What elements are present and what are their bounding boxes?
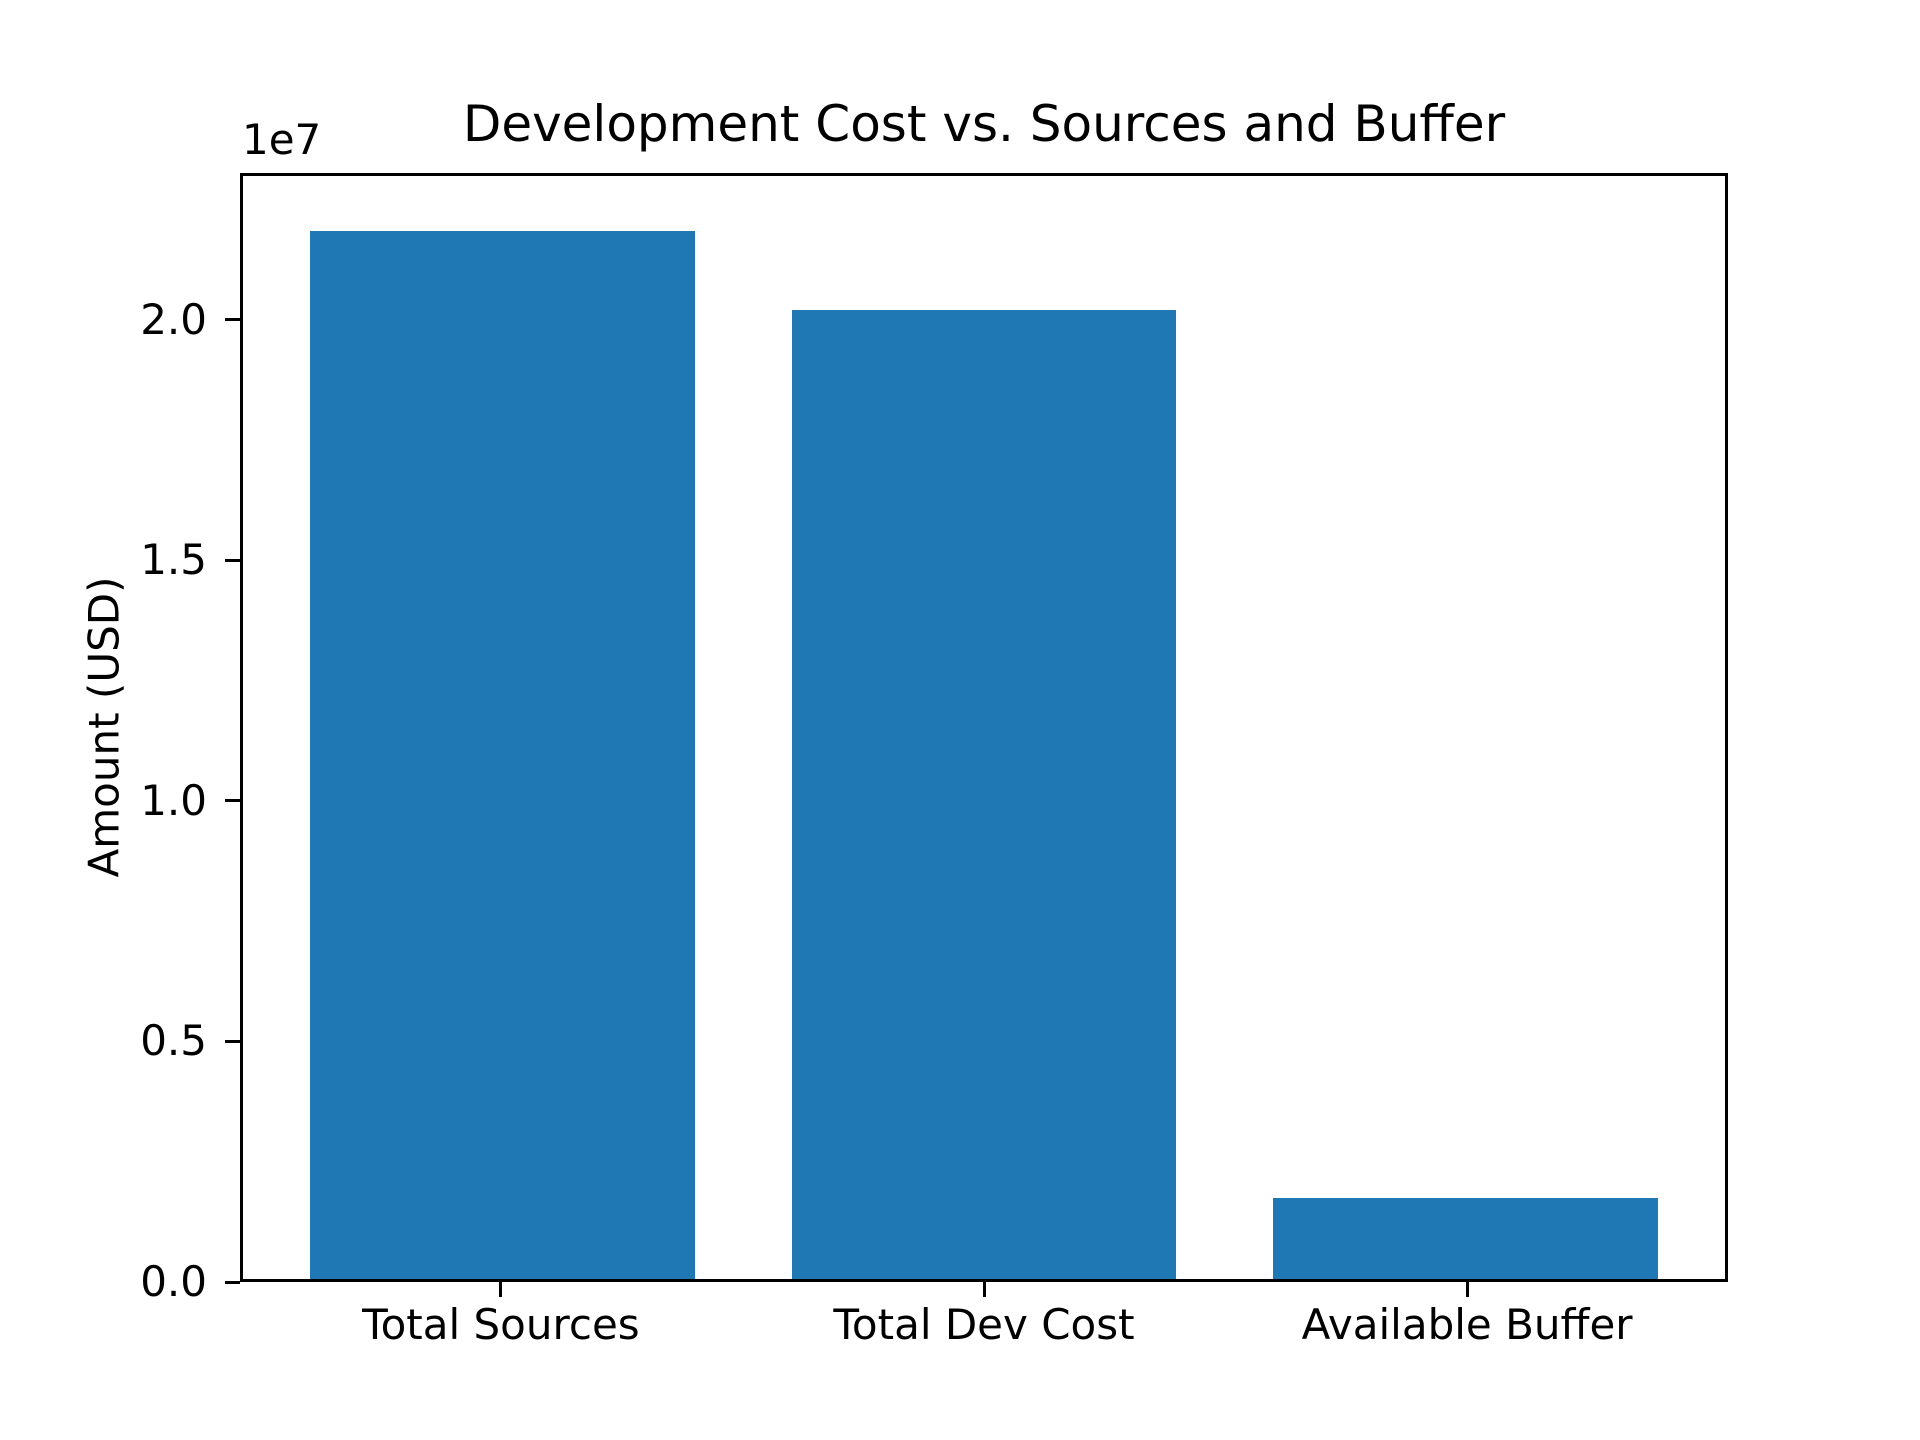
y-tick-mark [225, 558, 240, 562]
y-tick-label: 1.0 [140, 775, 207, 825]
y-axis-exponent-label: 1e7 [242, 115, 322, 164]
x-tick-label: Total Sources [362, 1300, 640, 1349]
y-tick-label: 1.5 [140, 535, 207, 585]
y-axis-label: Amount (USD) [79, 576, 129, 878]
y-tick-mark [225, 1280, 240, 1284]
y-tick-label: 0.5 [140, 1016, 207, 1066]
y-tick-label: 0.0 [140, 1257, 207, 1306]
bar-total-dev-cost [791, 310, 1177, 1279]
bar-total-sources [310, 231, 696, 1279]
x-tick-label: Total Dev Cost [833, 1300, 1135, 1349]
x-tick-mark [982, 1282, 986, 1297]
x-tick-mark [499, 1282, 503, 1297]
chart-title: Development Cost vs. Sources and Buffer [462, 95, 1506, 153]
y-tick-mark [225, 1039, 240, 1043]
y-tick-mark [225, 799, 240, 803]
bar-available-buffer [1272, 1197, 1658, 1279]
plot-area [240, 173, 1728, 1282]
y-tick-mark [225, 318, 240, 322]
x-tick-label: Available Buffer [1301, 1300, 1633, 1349]
y-tick-label: 2.0 [140, 294, 207, 344]
x-tick-mark [1465, 1282, 1469, 1297]
